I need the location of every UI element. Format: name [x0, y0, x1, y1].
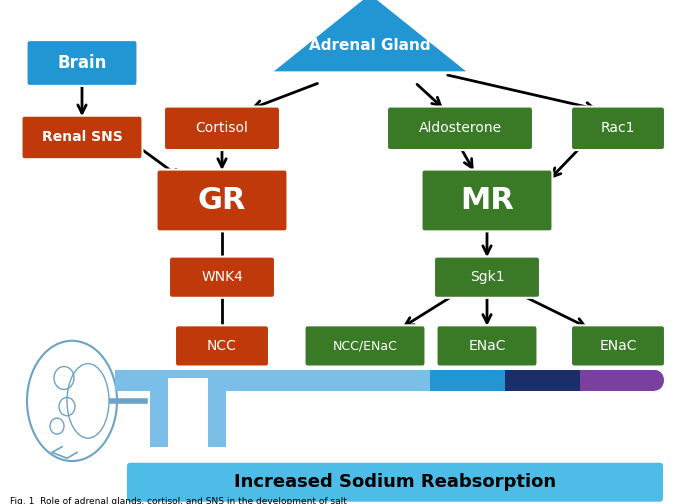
FancyBboxPatch shape [305, 325, 425, 366]
Text: Adrenal Gland: Adrenal Gland [309, 38, 431, 53]
Polygon shape [270, 0, 470, 73]
Text: NCC: NCC [207, 339, 237, 353]
Text: WNK4: WNK4 [201, 270, 243, 284]
Text: Brain: Brain [58, 54, 107, 72]
FancyBboxPatch shape [571, 325, 665, 366]
Text: Fig. 1  Role of adrenal glands, cortisol, and SNS in the development of salt: Fig. 1 Role of adrenal glands, cortisol,… [10, 497, 347, 504]
Bar [115, 370, 224, 391]
FancyBboxPatch shape [169, 257, 275, 298]
Bar [224, 370, 430, 391]
Text: Aldosterone: Aldosterone [418, 121, 501, 135]
Bar [580, 370, 655, 391]
Bar [150, 381, 226, 447]
FancyBboxPatch shape [571, 106, 665, 150]
Text: GR: GR [198, 186, 246, 215]
Text: ENaC: ENaC [469, 339, 506, 353]
Wedge shape [655, 370, 664, 391]
Text: Increased Sodium Reabsorption: Increased Sodium Reabsorption [234, 473, 556, 491]
Bar [168, 378, 208, 449]
FancyBboxPatch shape [175, 325, 269, 366]
FancyBboxPatch shape [387, 106, 533, 150]
FancyBboxPatch shape [27, 40, 137, 86]
Bar [505, 370, 580, 391]
Text: ENaC: ENaC [600, 339, 637, 353]
FancyBboxPatch shape [156, 169, 287, 231]
Text: MR: MR [460, 186, 514, 215]
FancyBboxPatch shape [434, 257, 540, 298]
FancyBboxPatch shape [164, 106, 280, 150]
Text: Sgk1: Sgk1 [470, 270, 504, 284]
FancyBboxPatch shape [421, 169, 552, 231]
Wedge shape [150, 403, 226, 447]
Bar [430, 370, 505, 391]
FancyBboxPatch shape [127, 463, 663, 501]
Text: Renal SNS: Renal SNS [42, 131, 122, 145]
FancyBboxPatch shape [436, 325, 538, 366]
Text: Cortisol: Cortisol [196, 121, 248, 135]
Text: Rac1: Rac1 [601, 121, 635, 135]
Text: NCC/ENaC: NCC/ENaC [333, 339, 397, 352]
Wedge shape [168, 424, 208, 447]
FancyBboxPatch shape [21, 116, 143, 159]
